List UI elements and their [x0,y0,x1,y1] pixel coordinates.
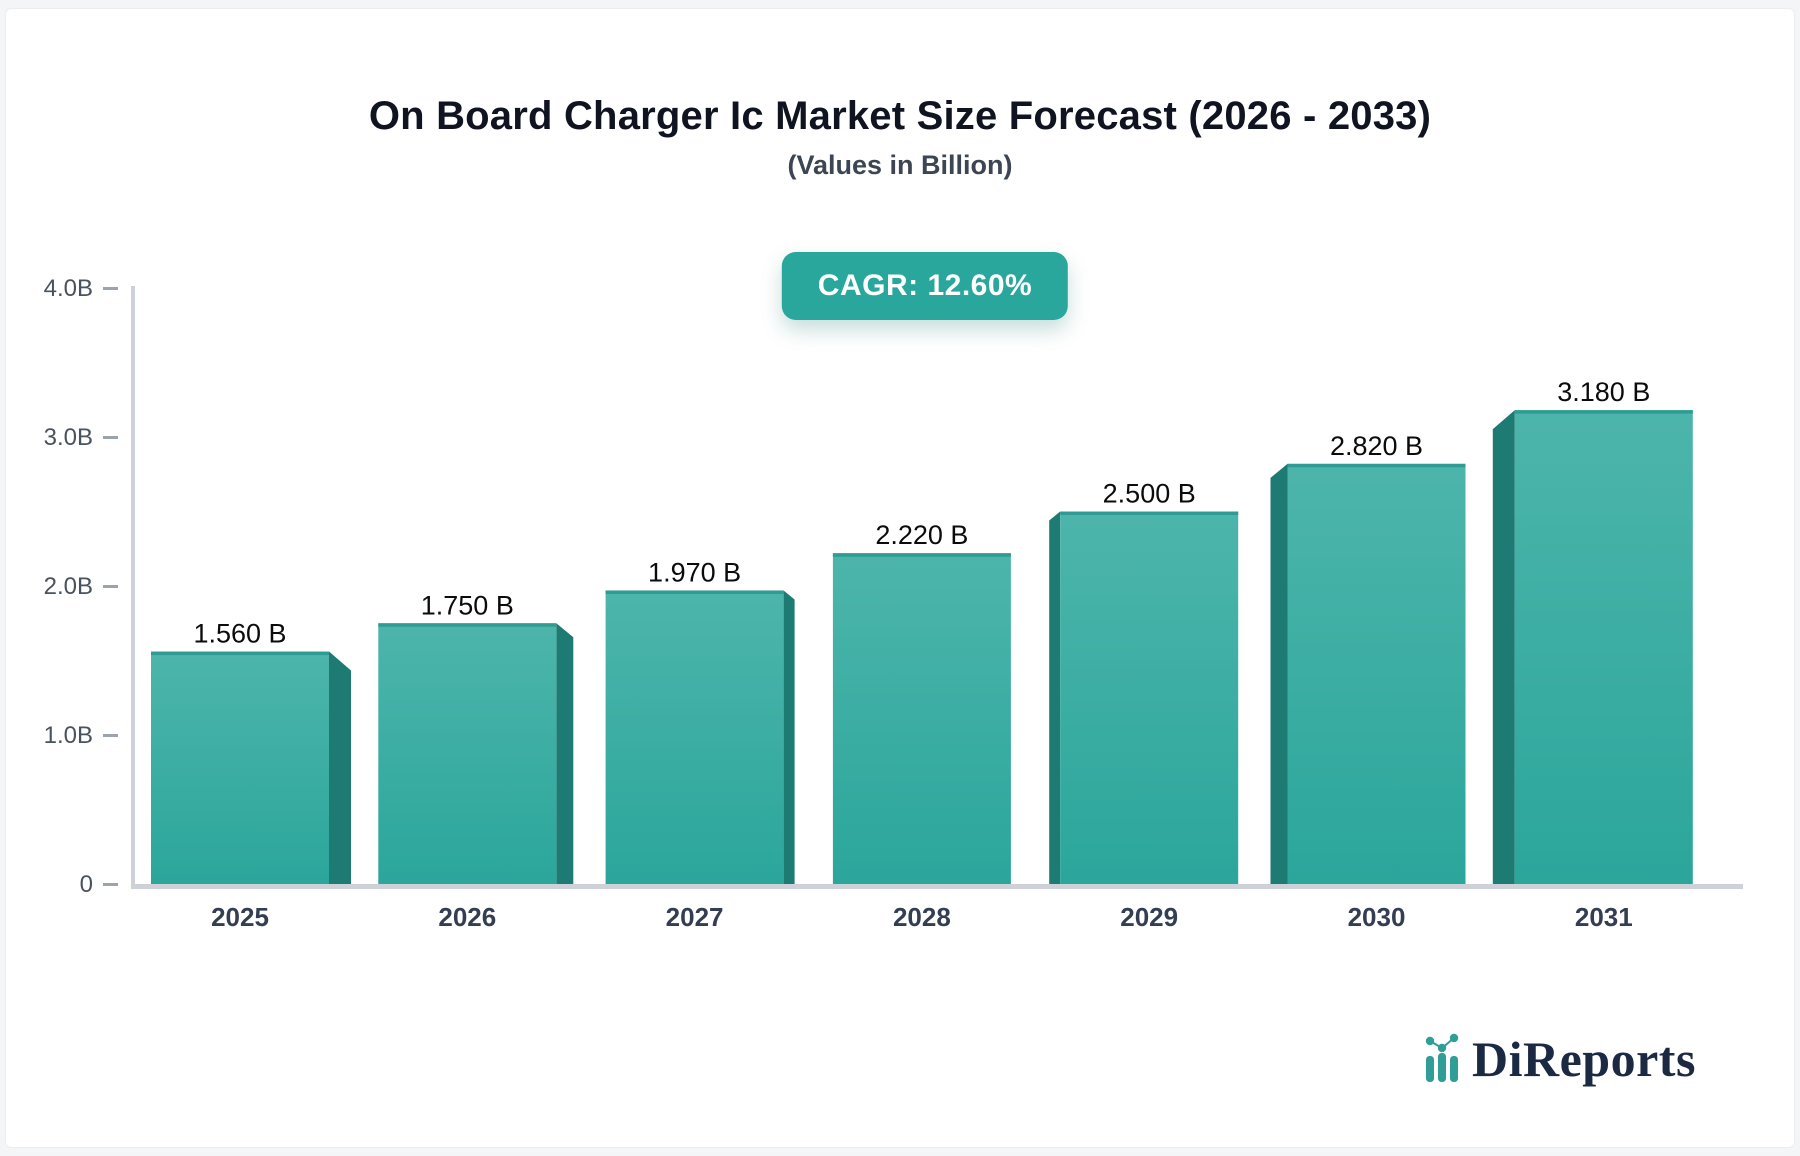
y-tick [103,436,118,439]
bars [151,410,1693,884]
y-tick [103,883,118,886]
x-tick-label: 2028 [893,902,951,932]
bar-side [1492,410,1515,884]
cagr-badge: CAGR: 12.60% [781,252,1069,320]
bar-value-label: 3.180 B [1557,377,1650,407]
bar [605,590,784,884]
y-tick-label: 2.0B [44,573,93,600]
bar-top-edge [378,623,557,627]
y-tick-label: 4.0B [44,275,93,302]
brand-logo: DiReports [1424,1032,1696,1084]
y-tick-label: 3.0B [44,424,93,451]
bar-value-label: 1.970 B [648,557,741,587]
brand-logo-text: DiReports [1472,1031,1696,1087]
bar [1514,410,1693,884]
x-tick-label: 2029 [1120,902,1178,932]
bar-top-edge [1060,511,1239,515]
bar-top-edge [605,590,784,594]
y-tick-label: 0 [80,871,93,898]
bar-side [556,623,574,884]
bar-side [329,651,351,884]
bar [1060,511,1239,884]
bar-value-label: 2.820 B [1330,431,1423,461]
bar-side [1049,511,1061,884]
y-tick-label: 1.0B [44,722,93,749]
y-tick [103,287,118,290]
bar-side [1270,463,1288,884]
x-tick-label: 2025 [211,902,269,932]
bar [151,651,329,884]
x-tick-label: 2030 [1348,902,1406,932]
axes: 0 1.0B 2.0B 3.0B 4.0B [44,275,1743,898]
bar-side [783,590,795,884]
bar-top-edge [832,553,1011,557]
bar-value-label: 2.500 B [1103,479,1196,509]
bar-value-label: 1.560 B [193,619,286,649]
x-tick-label: 2027 [666,902,724,932]
chart-subtitle: (Values in Billion) [787,150,1013,180]
y-tick [103,585,118,588]
y-axis-line [131,286,135,888]
direports-logo-icon [1425,1033,1459,1082]
bar [378,623,557,884]
bar-value-label: 1.750 B [421,590,514,620]
x-tick-label: 2026 [438,902,496,932]
bar-top-edge [151,651,329,656]
labels: 1.560 B 2025 1.750 B 2026 1.970 B 2027 2.220 B… [193,377,1650,932]
bar-top-edge [1514,410,1693,414]
bar-value-label: 2.220 B [875,520,968,550]
x-axis-line [131,884,1743,889]
bar [1287,463,1466,884]
chart-title: On Board Charger Ic Market Size Forecast… [368,94,1432,138]
x-tick-label: 2031 [1575,902,1633,932]
bar-top-edge [1287,463,1466,468]
y-tick [103,734,118,737]
bar [832,553,1011,884]
